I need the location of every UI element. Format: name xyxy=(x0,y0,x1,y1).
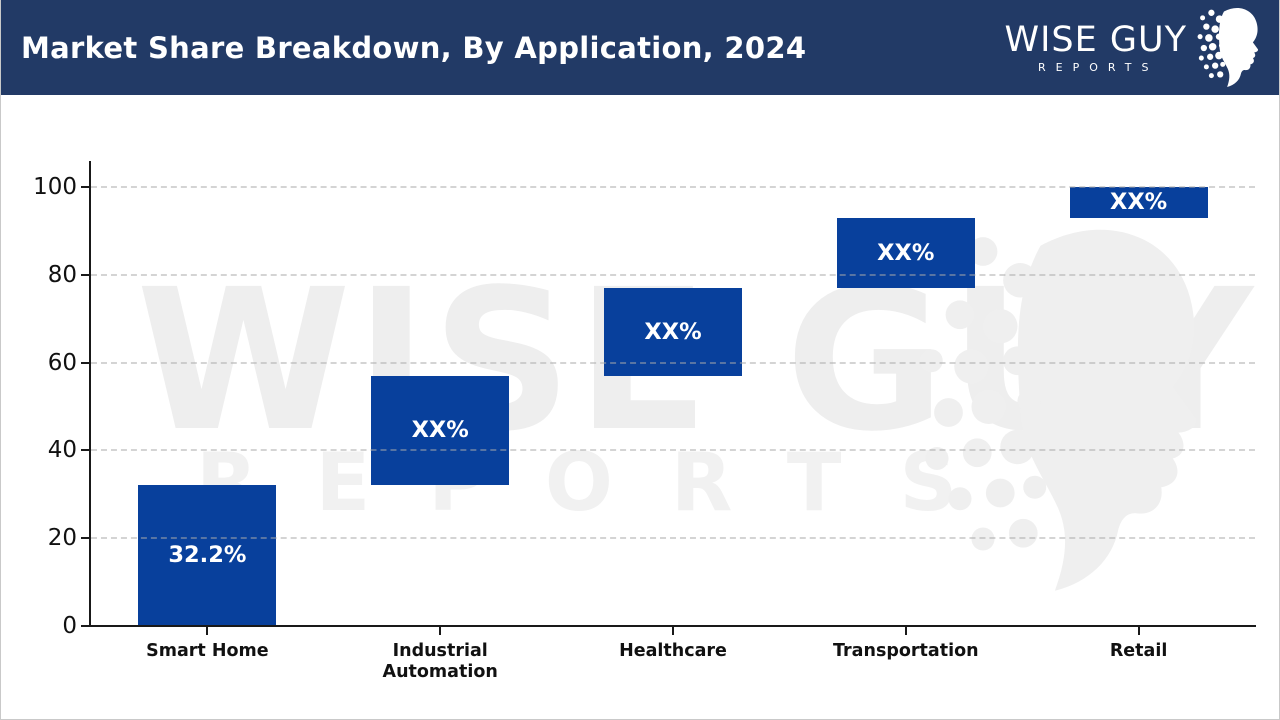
chart-area: WISE GUY REPORTS 32.2%Smart HomeXX%Indus… xyxy=(1,95,1279,719)
bar-segment: XX% xyxy=(1069,187,1208,218)
x-tick-mark xyxy=(672,627,674,635)
x-category-label: Smart Home xyxy=(146,641,269,661)
x-category-label: Transportation xyxy=(833,641,979,661)
gridline xyxy=(91,273,1255,276)
y-axis xyxy=(89,161,91,626)
bar-value-label: 32.2% xyxy=(168,542,247,569)
x-axis xyxy=(89,625,1256,627)
y-tick-mark xyxy=(81,273,89,276)
x-category-label: Healthcare xyxy=(619,641,727,661)
brand-name: WISE GUY xyxy=(1004,19,1187,60)
bar-segment: XX% xyxy=(836,217,975,288)
gridline xyxy=(91,361,1255,364)
gridline xyxy=(91,186,1255,188)
brand-logo: WISE GUY REPORTS xyxy=(1004,4,1269,92)
bar-segment: 32.2% xyxy=(138,484,277,626)
brand-subtitle: REPORTS xyxy=(1038,60,1159,74)
plot: 32.2% Smart Home XX% Industrial Automation X… xyxy=(1,95,1279,719)
gridline xyxy=(91,449,1255,452)
y-tick-mark xyxy=(81,186,89,188)
y-tick-label: 0 xyxy=(62,613,77,639)
page-title: Market Share Breakdown, By Application, … xyxy=(21,30,807,65)
gridline xyxy=(91,537,1255,540)
x-category-label: Retail xyxy=(1109,641,1168,661)
brand-logo-text: WISE GUY REPORTS xyxy=(1004,19,1187,74)
watermark-face-icon xyxy=(919,229,1197,591)
x-category-label: Industrial Automation xyxy=(382,641,498,682)
dotted-face-icon xyxy=(1197,7,1259,87)
bar-value-label: XX% xyxy=(877,239,935,266)
x-tick-mark xyxy=(1137,627,1140,635)
y-tick-mark xyxy=(81,361,89,364)
y-tick-label: 40 xyxy=(47,437,77,464)
y-tick-label: 60 xyxy=(47,349,77,376)
x-tick-mark xyxy=(904,627,907,635)
y-tick-mark xyxy=(81,537,89,540)
y-tick-label: 100 xyxy=(33,174,77,200)
x-tick-mark xyxy=(206,627,209,635)
y-tick-label: 20 xyxy=(47,525,77,552)
watermark-reports-text: REPORTS xyxy=(196,436,1016,529)
y-tick-mark xyxy=(81,449,89,452)
bar-value-label: XX% xyxy=(1109,189,1168,216)
bar-segment: XX% xyxy=(604,287,742,376)
bar-value-label: XX% xyxy=(411,417,469,444)
y-tick-label: 80 xyxy=(47,261,77,288)
bar-segment: XX% xyxy=(371,375,510,485)
x-tick-mark xyxy=(439,627,442,635)
header-bar: Market Share Breakdown, By Application, … xyxy=(1,0,1279,95)
bar-value-label: XX% xyxy=(644,318,702,345)
y-tick-mark xyxy=(81,625,89,627)
